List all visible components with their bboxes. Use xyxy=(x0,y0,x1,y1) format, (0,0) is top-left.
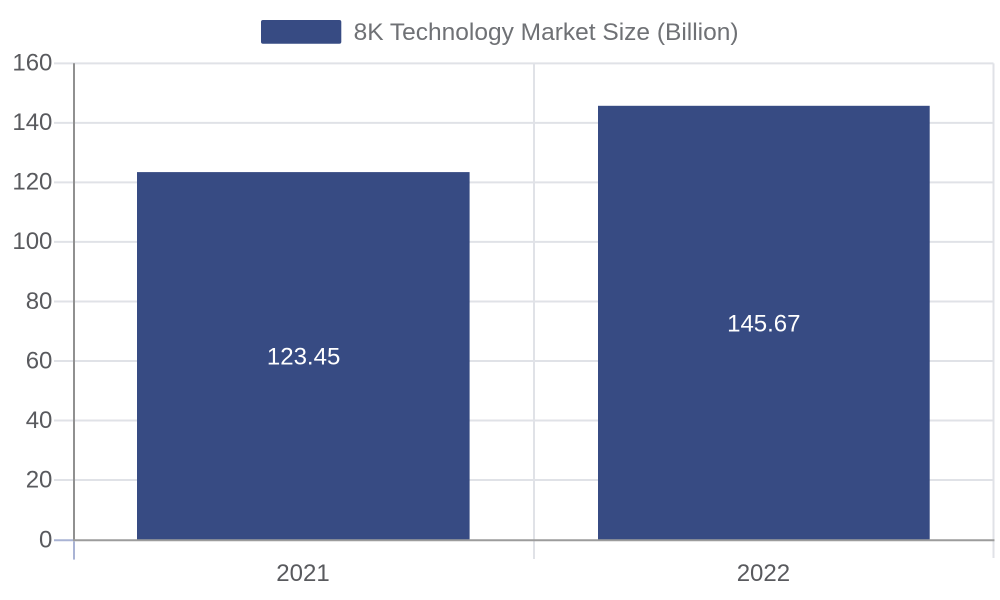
svg-text:145.67: 145.67 xyxy=(727,310,800,337)
svg-text:60: 60 xyxy=(26,347,53,374)
svg-text:2021: 2021 xyxy=(276,560,329,587)
svg-text:120: 120 xyxy=(12,169,52,196)
svg-text:40: 40 xyxy=(26,407,53,434)
svg-text:2022: 2022 xyxy=(737,560,790,587)
svg-text:100: 100 xyxy=(12,228,52,255)
svg-text:20: 20 xyxy=(26,466,53,493)
svg-text:8K Technology Market Size (Bil: 8K Technology Market Size (Billion) xyxy=(354,19,739,46)
svg-text:160: 160 xyxy=(12,50,52,77)
svg-text:0: 0 xyxy=(39,527,52,554)
svg-text:123.45: 123.45 xyxy=(267,343,340,370)
svg-text:80: 80 xyxy=(26,288,53,315)
svg-text:140: 140 xyxy=(12,109,52,136)
